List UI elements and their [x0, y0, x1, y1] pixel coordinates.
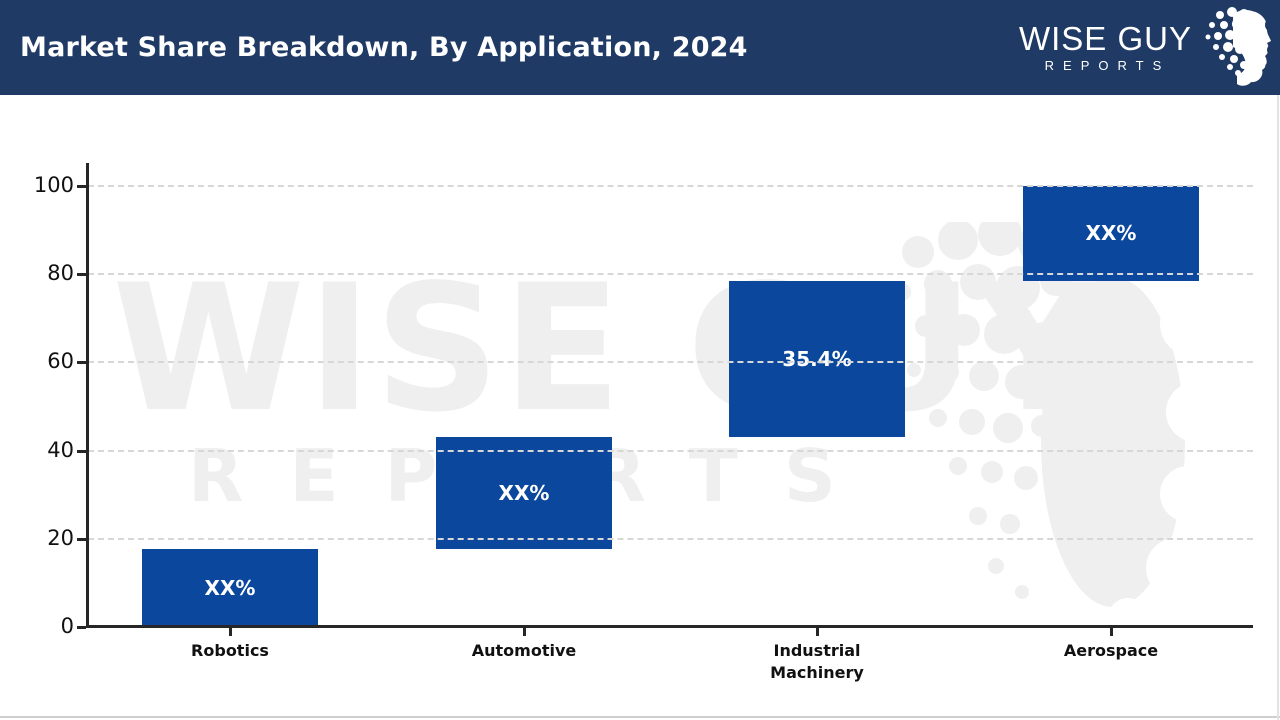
- x-tick-aerospace: [1110, 628, 1113, 636]
- y-tick-20: [77, 537, 86, 541]
- y-tick-label-40: 40: [47, 437, 74, 462]
- page-right-border: [1277, 95, 1279, 720]
- gridline-40: [88, 449, 1253, 452]
- y-tick-label-60: 60: [47, 349, 74, 374]
- category-label-automotive: Automotive: [404, 640, 644, 662]
- category-label-aerospace: Aerospace: [991, 640, 1231, 662]
- bar-value-label: XX%: [1085, 221, 1137, 246]
- bar-automotive: XX%: [436, 436, 612, 549]
- x-axis-spine: [86, 625, 1253, 628]
- category-label-line: Machinery: [770, 663, 864, 682]
- x-tick-industrial-machinery: [816, 628, 819, 636]
- brand-logo-name: WISE GUY: [1018, 20, 1192, 57]
- bar-value-label: XX%: [204, 575, 256, 600]
- y-tick-label-80: 80: [47, 261, 74, 286]
- y-tick-0: [77, 626, 86, 629]
- y-tick-label-20: 20: [47, 525, 74, 550]
- y-tick-label-0: 0: [60, 614, 74, 638]
- x-tick-robotics: [229, 628, 232, 636]
- y-tick-80: [77, 273, 86, 277]
- page-title: Market Share Breakdown, By Application, …: [20, 32, 748, 63]
- page-bottom-border: [0, 716, 1280, 718]
- category-label-line: Automotive: [471, 641, 577, 660]
- y-tick-label-100: 100: [33, 173, 74, 197]
- bar-robotics: XX%: [142, 548, 318, 627]
- category-label-line: Robotics: [191, 641, 269, 660]
- gridline-100: [88, 185, 1253, 187]
- gridline-80: [88, 273, 1253, 276]
- brand-head-dots-icon: [1205, 6, 1272, 86]
- brand-logo: WISE GUY REPORTS: [1019, 5, 1272, 91]
- y-axis-spine: [86, 163, 89, 628]
- bar-value-label: XX%: [498, 480, 550, 505]
- bar-aerospace: XX%: [1023, 186, 1199, 281]
- y-tick-100: [77, 185, 86, 188]
- y-tick-40: [77, 449, 86, 453]
- brand-logo-tagline: REPORTS: [1044, 58, 1171, 73]
- y-tick-60: [77, 361, 86, 365]
- bar-value-label: 35.4%: [782, 346, 852, 371]
- gridline-60: [88, 361, 1253, 364]
- category-label-robotics: Robotics: [110, 640, 350, 662]
- category-label-line: Aerospace: [1063, 641, 1159, 660]
- bar-industrial-machinery: 35.4%: [729, 280, 905, 437]
- brand-logo-text: WISE GUY REPORTS: [1018, 20, 1192, 74]
- category-label-line: Industrial: [773, 641, 861, 660]
- gridline-20: [88, 537, 1253, 540]
- watermark-head-dots-icon: [888, 222, 1188, 627]
- header-bar: Market Share Breakdown, By Application, …: [0, 0, 1280, 95]
- category-label-industrial-machinery: Industrial Machinery: [697, 640, 937, 684]
- x-tick-automotive: [523, 628, 526, 636]
